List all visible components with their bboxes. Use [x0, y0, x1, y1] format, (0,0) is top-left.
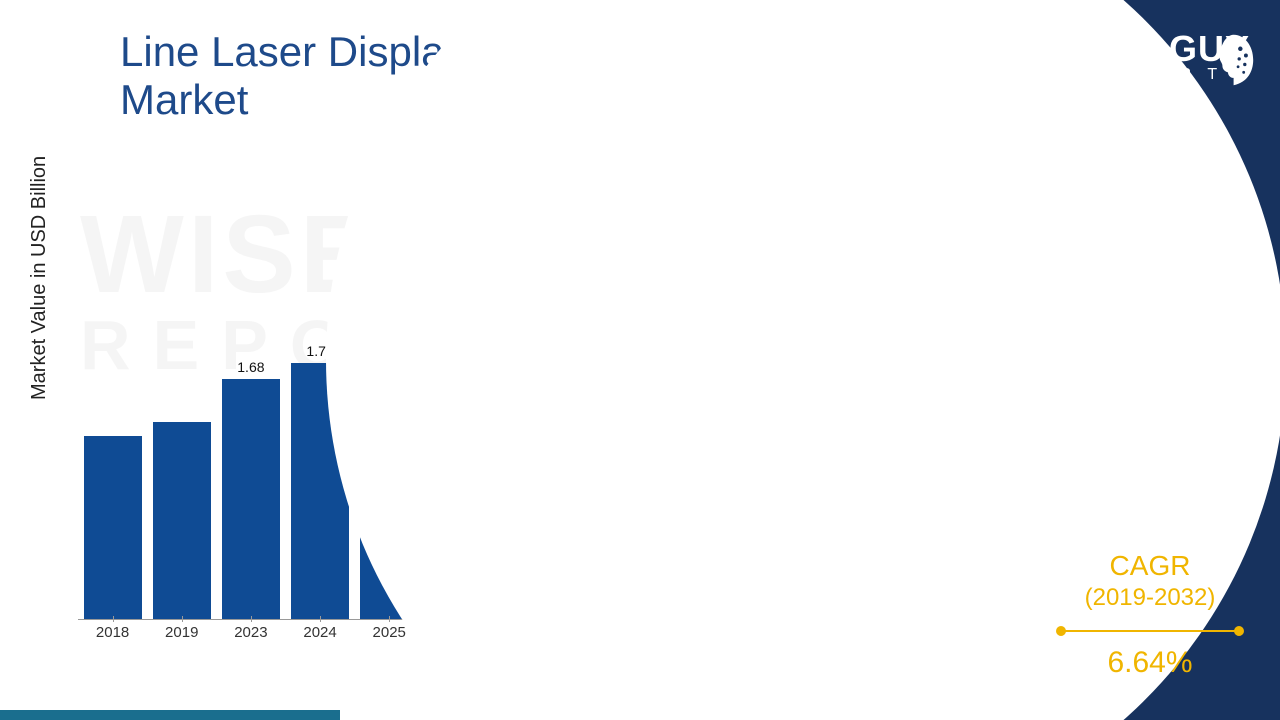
cagr-label: CAGR — [1050, 550, 1250, 582]
head-icon — [1200, 32, 1256, 88]
bar-column — [84, 416, 142, 620]
cagr-period: (2019-2032) — [1050, 584, 1250, 612]
bottom-accent-bar — [0, 710, 340, 720]
brand-logo: WISE GUY R E P O R T S — [990, 28, 1250, 84]
cagr-value: 6.64% — [1050, 646, 1250, 680]
bar-value-label: 1.68 — [237, 359, 264, 375]
cagr-block: CAGR (2019-2032) 6.64% — [1050, 550, 1250, 680]
x-tick-label: 2024 — [291, 624, 349, 641]
y-axis-label: Market Value in USD Billion — [28, 156, 51, 400]
bar-rect — [222, 379, 280, 620]
x-tick-label: 2018 — [84, 624, 142, 641]
bar-column: 1.68 — [222, 359, 280, 620]
cagr-divider — [1060, 630, 1240, 632]
bar-rect — [84, 436, 142, 620]
bar-rect — [153, 422, 211, 620]
x-tick-label: 2019 — [153, 624, 211, 641]
right-panel: WISE GUY R E P O R T S CAGR (2019-2032) … — [966, 0, 1280, 720]
x-tick-label: 2023 — [222, 624, 280, 641]
bar-column — [153, 402, 211, 620]
